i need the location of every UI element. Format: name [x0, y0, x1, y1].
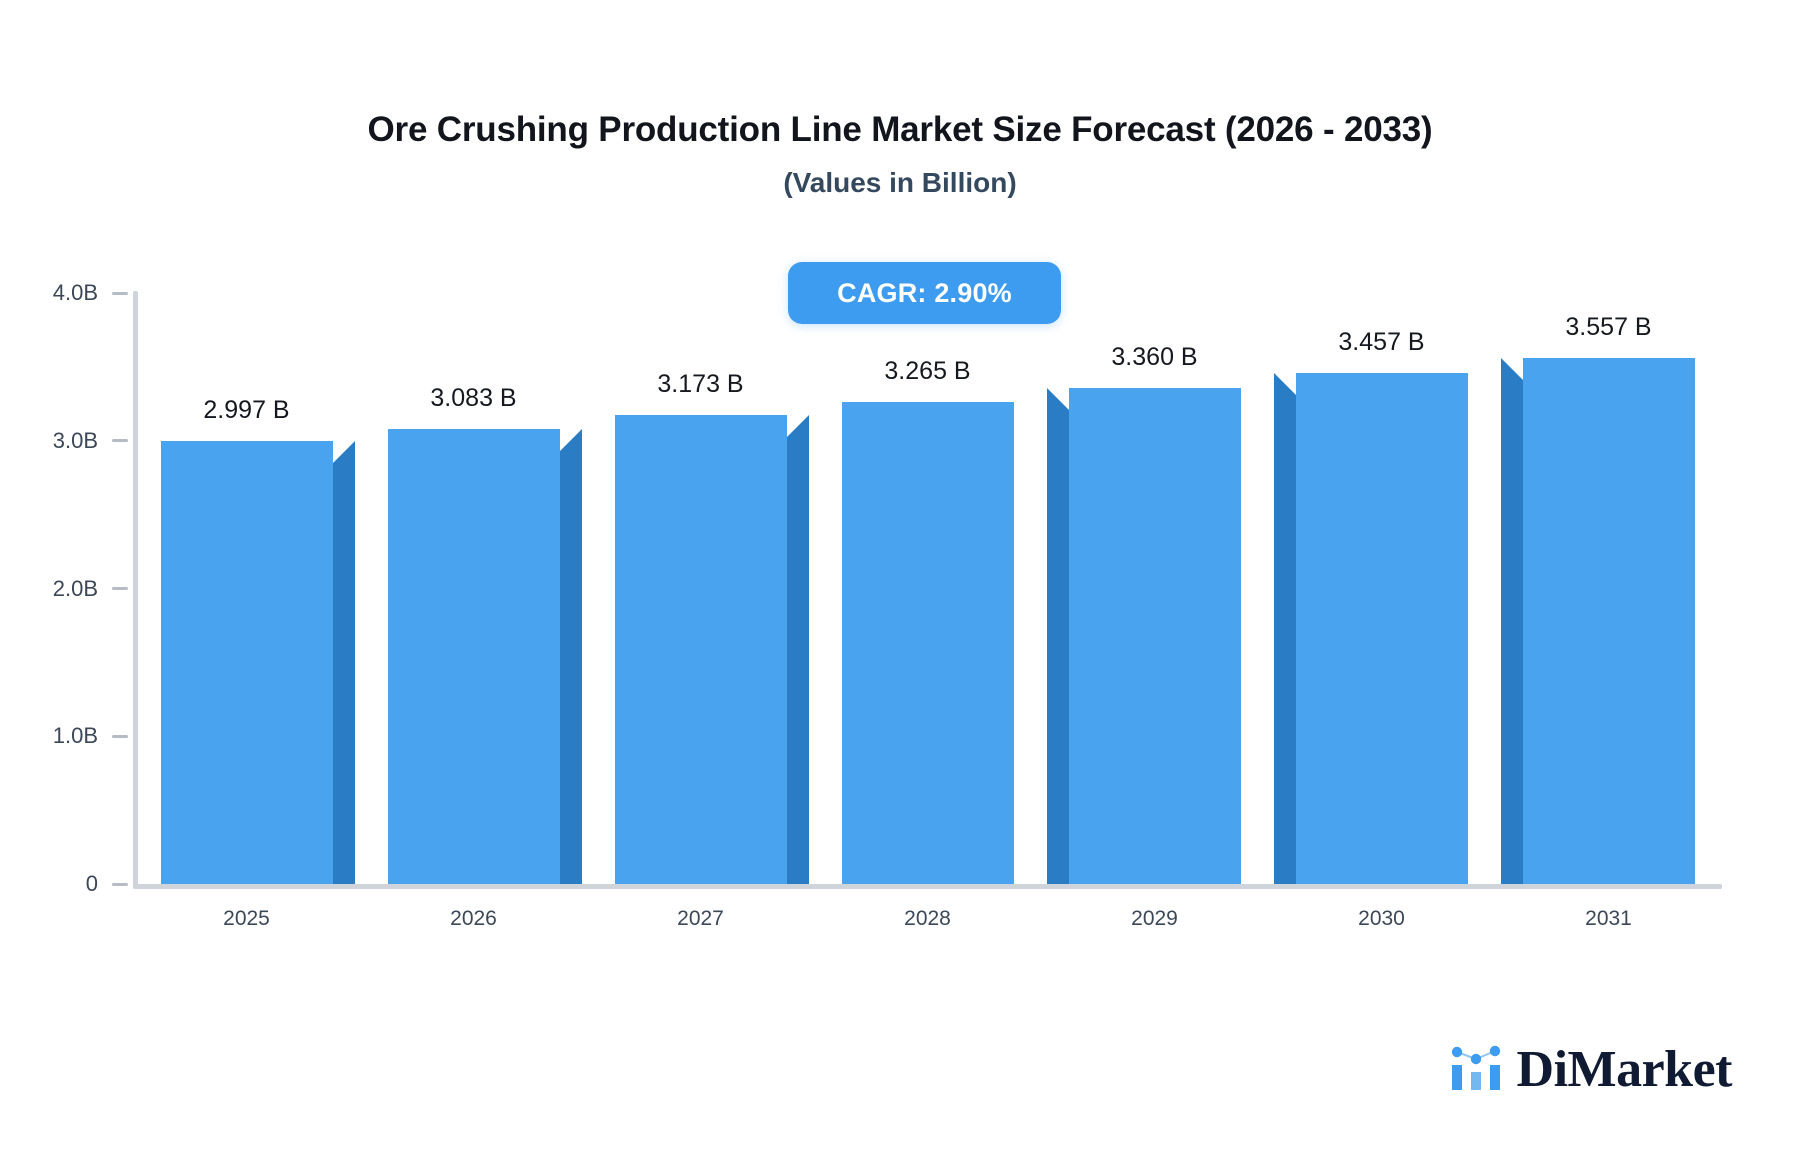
y-axis-tick-label: 3.0B: [52, 427, 98, 453]
bar-chart-icon: [1449, 1042, 1503, 1097]
y-axis-tick-label: 4.0B: [52, 280, 98, 305]
y-axis-line: [133, 291, 138, 887]
y-axis-tick-mark: [112, 587, 128, 590]
bar: 3.265 B: [841, 357, 1014, 884]
bar-value-label: 3.360 B: [1111, 342, 1198, 371]
bar-side-face: [1273, 373, 1296, 884]
bar: 3.557 B: [1500, 313, 1695, 884]
bar-side-face: [332, 441, 355, 884]
cagr-badge-label: CAGR: 2.90%: [837, 277, 1012, 308]
brand-logo-text: DiMarket: [1516, 1040, 1733, 1098]
bar-front-face: [1068, 387, 1241, 884]
bar: 3.173 B: [614, 370, 809, 884]
x-axis-tick-label: 2031: [1585, 907, 1632, 930]
bar-side-face: [786, 415, 809, 884]
y-axis-tick-mark: [112, 439, 128, 443]
x-axis-tick-label: 2030: [1358, 907, 1405, 930]
chart-title: Ore Crushing Production Line Market Size…: [367, 110, 1433, 149]
y-axis-tick-mark: [112, 882, 128, 886]
bar-value-label: 3.457 B: [1338, 328, 1425, 357]
bar-value-label: 3.173 B: [657, 370, 744, 399]
bar-front-face: [614, 415, 787, 884]
brand-logo: DiMarket: [1449, 1040, 1733, 1098]
bar: 2.997 B: [160, 396, 355, 884]
bar-side-face: [559, 428, 582, 884]
x-axis-tick-label: 2026: [450, 907, 497, 930]
x-axis-tick-label: 2027: [677, 907, 724, 930]
bar: 3.083 B: [387, 384, 582, 884]
bar-front-face: [160, 441, 333, 884]
bar-front-face: [1522, 358, 1695, 884]
y-axis-tick-mark: [112, 291, 128, 295]
bar-value-label: 3.083 B: [430, 383, 517, 412]
x-axis-tick-label: 2029: [1131, 907, 1178, 930]
chart-subtitle: (Values in Billion): [783, 166, 1017, 198]
bar-series: 2.997 B 3.083 B 3.173 B 3.265 B 3.360 B 3.457…: [133, 0, 1722, 1156]
x-axis-tick-label: 2028: [904, 907, 951, 930]
bar-side-face: [1500, 358, 1523, 884]
bar-side-face: [1046, 387, 1069, 884]
bar-front-face: [841, 401, 1014, 884]
bar-front-face: [1295, 373, 1468, 884]
bar-value-label: 3.265 B: [884, 356, 971, 385]
bar-value-label: 3.557 B: [1565, 313, 1652, 342]
y-axis-tick-mark: [112, 734, 128, 738]
y-axis-tick-label: 1.0B: [52, 723, 98, 749]
bar: 3.360 B: [1046, 343, 1241, 884]
cagr-badge: CAGR: 2.90%: [788, 262, 1061, 324]
bar-value-label: 2.997 B: [203, 396, 290, 425]
x-axis-tick-label: 2025: [223, 907, 270, 930]
chart-header: Ore Crushing Production Line Market Size…: [0, 108, 1800, 199]
y-axis-tick-label: 2.0B: [52, 575, 98, 601]
bar: 3.457 B: [1273, 328, 1468, 884]
x-axis-line: [133, 884, 1722, 889]
bar-front-face: [387, 428, 560, 884]
y-axis-tick-label: 0: [85, 871, 98, 896]
